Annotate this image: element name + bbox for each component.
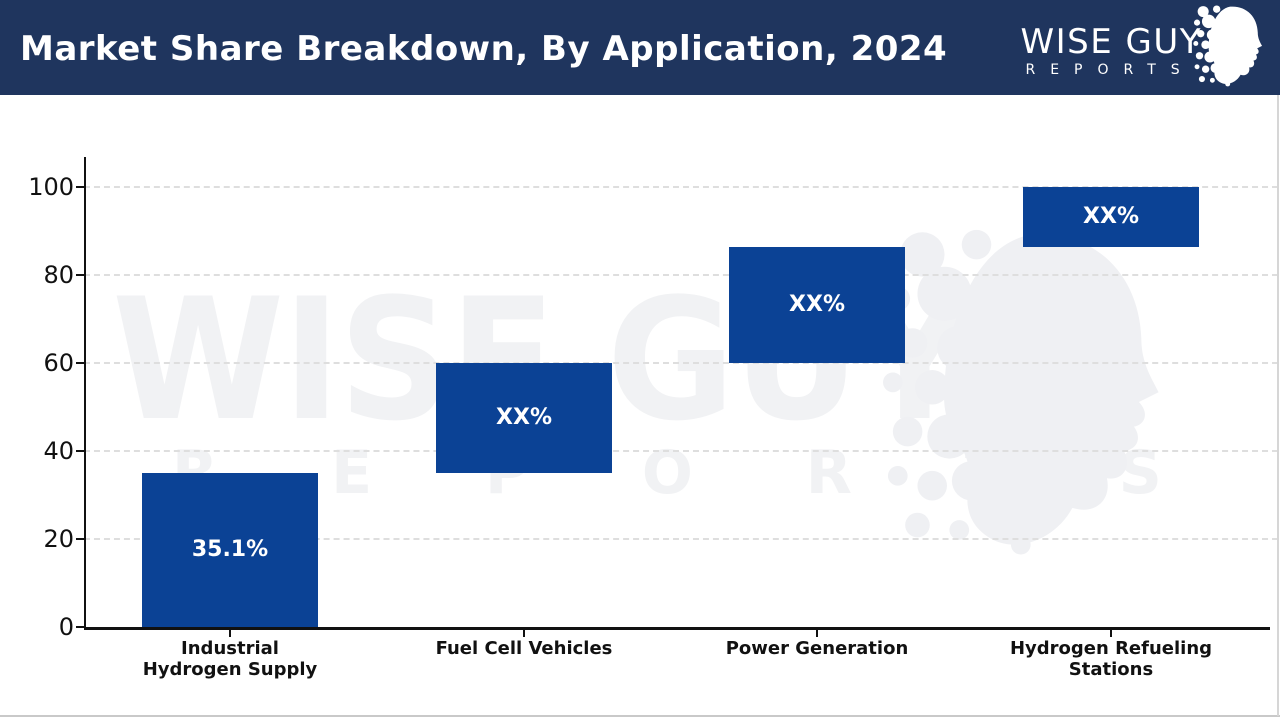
logo-dotted-head-icon [1193,5,1263,87]
y-tick-mark [76,538,84,540]
bar-4: XX% [1023,187,1199,247]
gridline-y100 [84,186,1278,188]
footer-divider [0,715,1280,717]
bar-value-label: XX% [496,405,552,431]
y-tick-label: 20 [43,525,74,553]
y-tick-label: 60 [43,349,74,377]
gridline-y80 [84,274,1278,276]
x-tick-mark [523,630,525,637]
y-tick-mark [76,274,84,276]
category-label: Industrial Hydrogen Supply [142,638,318,681]
bar-1: 35.1% [142,472,318,627]
y-tick-mark [76,450,84,452]
y-tick-label: 100 [28,173,74,201]
bar-value-label: 35.1% [191,537,269,563]
y-axis-line [84,157,86,630]
gridline-y20 [84,538,1278,540]
x-tick-mark [816,630,818,637]
wise-guy-logo: WISE GUY REPORTS [1020,5,1272,92]
bar-value-label: XX% [1083,204,1139,230]
category-label: Power Generation [725,638,909,659]
bar-3: XX% [729,246,905,363]
x-tick-mark [229,630,231,637]
category-label: Hydrogen Refueling Stations [1009,638,1213,681]
category-label: Fuel Cell Vehicles [435,638,613,659]
bar-value-label: XX% [789,292,845,318]
y-tick-label: 0 [58,613,74,641]
right-edge-divider [1277,95,1279,716]
bar-2: XX% [436,362,612,473]
y-tick-label: 40 [43,437,74,465]
logo-reports-label: REPORTS [1025,61,1195,78]
y-tick-label: 80 [43,261,74,289]
y-tick-mark [76,362,84,364]
gridline-y60 [84,362,1278,364]
x-tick-mark [1110,630,1112,637]
header-bar: Market Share Breakdown, By Application, … [0,0,1280,95]
logo-text: WISE GUY REPORTS [1020,25,1202,78]
page-title: Market Share Breakdown, By Application, … [20,29,948,69]
x-axis-line [84,627,1270,630]
logo-wiseguy-label: WISE GUY [1020,21,1202,62]
watermark-dotted-head-icon [883,229,1159,555]
y-tick-mark [76,626,84,628]
y-tick-mark [76,186,84,188]
gridline-y40 [84,450,1278,452]
